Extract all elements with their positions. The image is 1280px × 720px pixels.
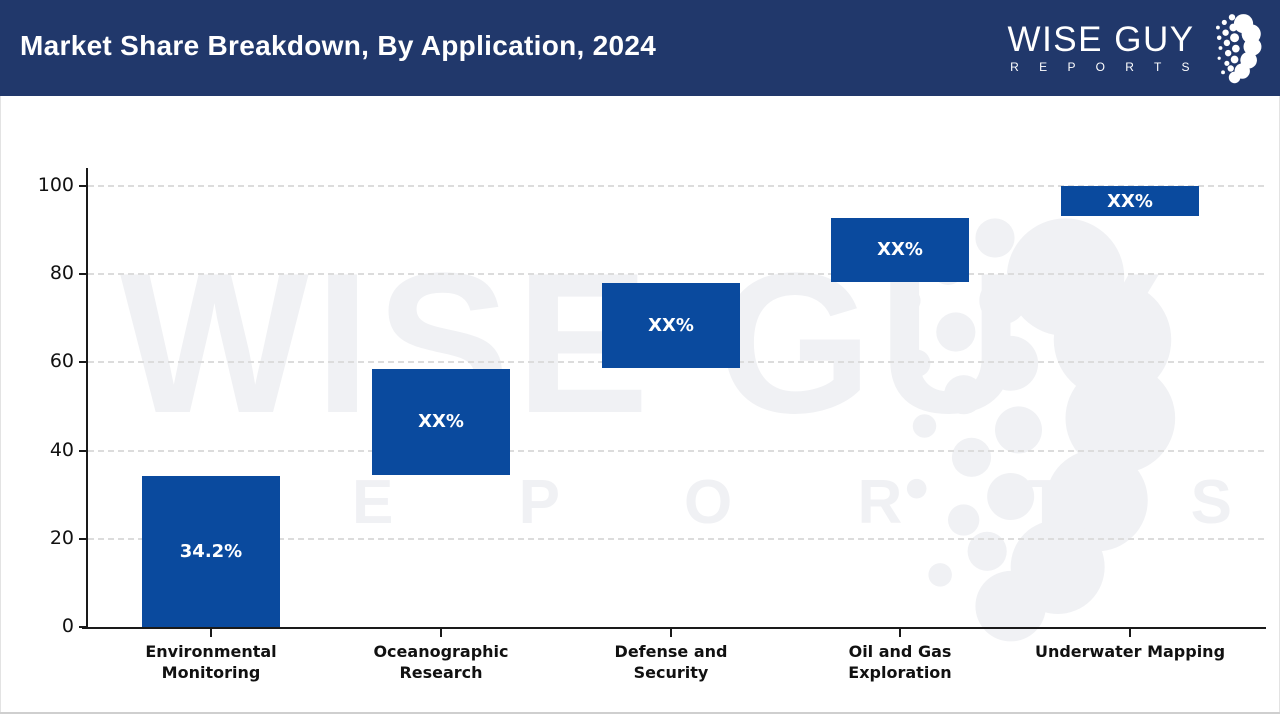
x-tick-label: Underwater Mapping — [1012, 641, 1248, 662]
x-tick-label: Oil and Gas Exploration — [782, 641, 1018, 683]
bar: 34.2% — [142, 476, 280, 627]
y-tick-label: 20 — [49, 526, 74, 549]
bar: XX% — [372, 368, 510, 476]
bar: XX% — [831, 217, 969, 282]
x-tick-label-line: Research — [399, 663, 483, 682]
x-tick-label-line: Oceanographic — [373, 642, 509, 661]
x-tick-label: Oceanographic Research — [323, 641, 559, 683]
gridline — [88, 537, 1264, 540]
logo-wordmark: WISE GUY R E P O R T S — [1004, 22, 1198, 74]
x-tick-label: Defense and Security — [553, 641, 789, 683]
x-tick-label-line: Security — [633, 663, 709, 682]
x-tick-label-line: Environmental — [145, 642, 277, 661]
x-axis-tick — [1129, 629, 1131, 637]
x-axis-line — [82, 627, 1266, 629]
x-axis-tick — [440, 629, 442, 637]
bar-label: XX% — [648, 314, 694, 336]
y-axis-tick — [79, 537, 88, 540]
bar-label: 34.2% — [179, 541, 243, 563]
x-tick-label-line: Monitoring — [161, 663, 261, 682]
page-title: Market Share Breakdown, By Application, … — [20, 30, 657, 61]
chart-area: WISE GUY R E P O R T S 0 20 40 60 80 100 34.2%… — [0, 96, 1280, 714]
y-tick-label: 60 — [49, 350, 74, 373]
gridline — [88, 449, 1264, 452]
y-axis-tick — [79, 185, 88, 187]
bar: XX% — [1061, 186, 1199, 217]
x-axis-tick — [670, 629, 672, 637]
bar-label: XX% — [418, 411, 464, 433]
logo-wordmark-line2: R E P O R T S — [1010, 60, 1198, 74]
logo-wordmark-line1: WISE GUY — [1007, 20, 1195, 59]
y-tick-label: 0 — [61, 615, 74, 637]
y-axis-line — [86, 168, 88, 629]
y-tick-label: 40 — [49, 438, 74, 461]
y-axis-tick — [79, 273, 88, 276]
y-axis-tick — [79, 361, 88, 364]
brand-logo: WISE GUY R E P O R T S — [1004, 8, 1264, 88]
x-axis-tick — [899, 629, 901, 637]
gridline — [88, 273, 1264, 276]
y-tick-label: 100 — [37, 174, 74, 196]
bar-label: XX% — [1107, 190, 1153, 212]
y-tick-label: 80 — [49, 262, 74, 285]
logo-face-icon — [1200, 8, 1264, 88]
x-tick-label-line: Underwater Mapping — [1034, 642, 1226, 661]
x-tick-label-line: Exploration — [848, 663, 952, 682]
x-tick-label: Environmental Monitoring — [93, 641, 329, 683]
bar: XX% — [602, 283, 740, 368]
header-bar: Market Share Breakdown, By Application, … — [0, 0, 1280, 96]
x-tick-label-line: Oil and Gas — [848, 642, 952, 661]
gridline — [88, 185, 1264, 187]
plot-area: 0 20 40 60 80 100 34.2% Environmental Monitoring… — [0, 96, 1280, 714]
bar-label: XX% — [877, 239, 923, 261]
x-tick-label-line: Defense and — [614, 642, 728, 661]
x-axis-tick — [210, 629, 212, 637]
y-axis-tick — [79, 449, 88, 452]
